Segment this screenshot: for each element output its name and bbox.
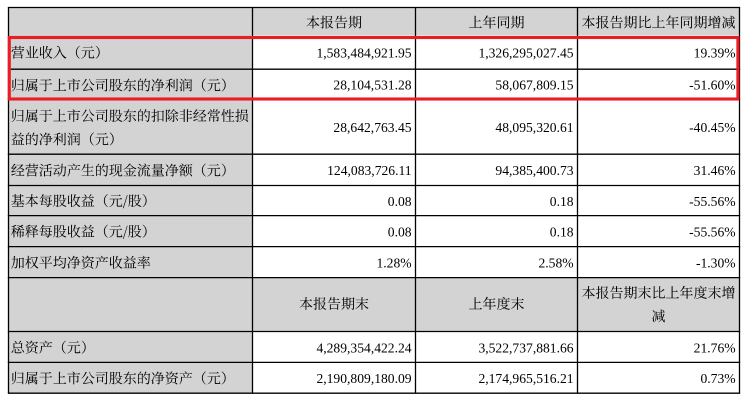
svg-text:2,174,965,516.21: 2,174,965,516.21 (478, 371, 573, 386)
svg-text:1,326,295,027.45: 1,326,295,027.45 (478, 45, 573, 60)
svg-text:124,083,726.11: 124,083,726.11 (327, 163, 411, 178)
svg-text:0.18: 0.18 (550, 224, 574, 239)
svg-text:2,190,809,180.09: 2,190,809,180.09 (316, 371, 411, 386)
svg-text:28,642,763.45: 28,642,763.45 (333, 120, 411, 135)
svg-text:-51.60%: -51.60% (689, 78, 735, 93)
svg-text:31.46%: 31.46% (694, 163, 736, 178)
svg-text:3,522,737,881.66: 3,522,737,881.66 (478, 340, 573, 355)
svg-text:94,385,400.73: 94,385,400.73 (495, 163, 573, 178)
svg-text:2.58%: 2.58% (538, 255, 573, 270)
svg-text:19.39%: 19.39% (694, 45, 736, 60)
svg-text:4,289,354,422.24: 4,289,354,422.24 (316, 340, 411, 355)
svg-text:28,104,531.28: 28,104,531.28 (333, 78, 411, 93)
svg-text:48,095,320.61: 48,095,320.61 (495, 120, 573, 135)
svg-text:0.08: 0.08 (388, 194, 412, 209)
svg-text:-1.30%: -1.30% (696, 255, 736, 270)
svg-text:-55.56%: -55.56% (689, 194, 735, 209)
svg-text:21.76%: 21.76% (694, 340, 736, 355)
svg-text:0.08: 0.08 (388, 224, 412, 239)
svg-text:1,583,484,921.95: 1,583,484,921.95 (316, 45, 411, 60)
svg-text:0.73%: 0.73% (700, 371, 735, 386)
svg-text:58,067,809.15: 58,067,809.15 (495, 78, 573, 93)
svg-text:-40.45%: -40.45% (689, 120, 735, 135)
svg-text:-55.56%: -55.56% (689, 224, 735, 239)
svg-text:0.18: 0.18 (550, 194, 574, 209)
svg-text:1.28%: 1.28% (376, 255, 411, 270)
